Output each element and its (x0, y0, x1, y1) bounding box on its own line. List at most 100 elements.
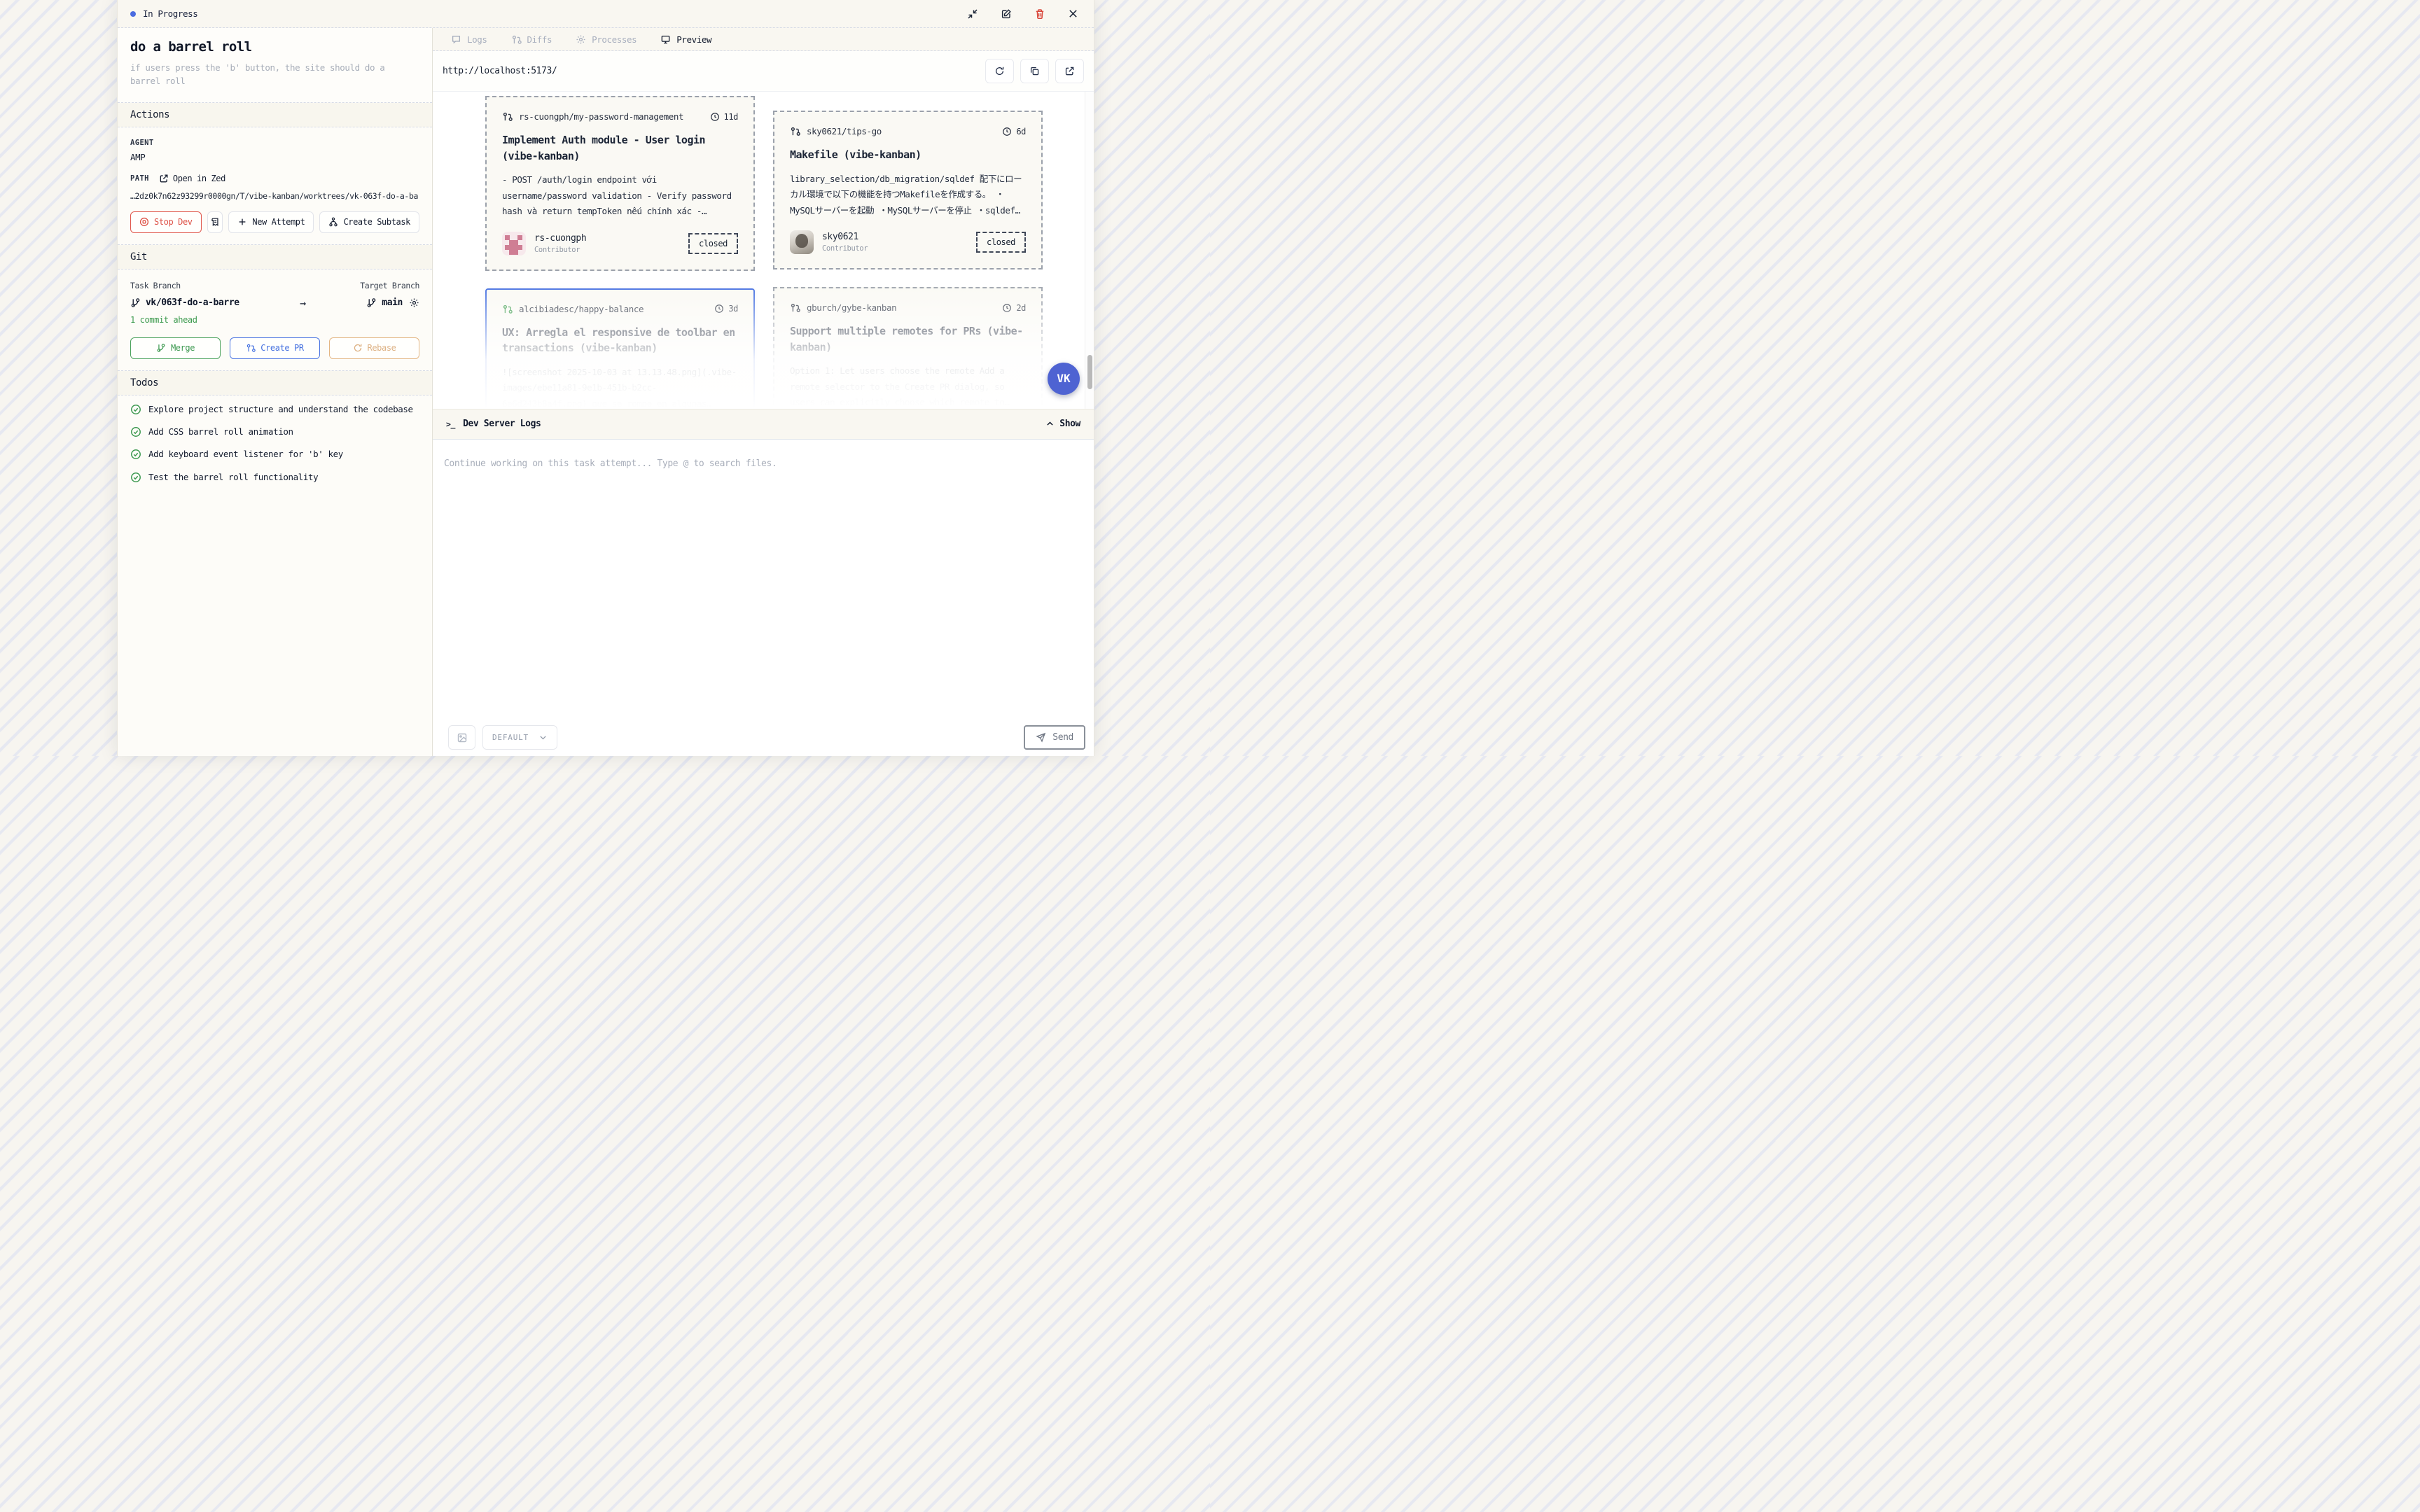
message-input[interactable] (433, 439, 1094, 501)
stop-dev-button[interactable]: Stop Dev (130, 211, 202, 233)
worktree-path: …2dz0k7n62z93299r0000gn/T/vibe-kanban/wo… (130, 190, 419, 201)
git-branch-icon (130, 298, 141, 308)
check-circle-icon (130, 404, 141, 415)
agent-value: AMP (130, 151, 146, 162)
minimize-button[interactable] (964, 6, 981, 22)
create-pr-label: Create PR (260, 343, 304, 354)
card-age: 3d (714, 304, 738, 314)
todo-item: Test the barrel roll functionality (130, 472, 419, 483)
todos-section-header: Todos (118, 370, 432, 396)
scrollbar-thumb[interactable] (1087, 355, 1092, 389)
delete-task-button[interactable] (1031, 6, 1048, 22)
task-title-section: do a barrel roll if users press the 'b' … (118, 28, 432, 103)
kanban-card[interactable]: sky0621/tips-go 6d Makefile (vibe-kanban… (773, 111, 1043, 270)
todo-list: Explore project structure and understand… (118, 395, 432, 756)
card-status-badge: closed (976, 232, 1026, 253)
send-label: Send (1052, 732, 1073, 743)
tab-processes-label: Processes (592, 34, 637, 45)
card-author-role: Contributor (534, 245, 580, 254)
gear-icon (409, 298, 419, 308)
tab-processes[interactable]: Processes (576, 34, 637, 45)
card-status-badge: closed (688, 232, 738, 254)
card-header: alcibiadesc/happy-balance 3d (502, 304, 738, 314)
path-label: PATH (130, 174, 149, 183)
tab-bar: Logs Diffs Processes (433, 28, 1094, 51)
todo-text: Add CSS barrel roll animation (148, 426, 293, 437)
pull-request-icon (790, 302, 800, 313)
card-title: Support multiple remotes for PRs (vibe-k… (790, 325, 1023, 354)
rebase-button[interactable]: Rebase (329, 337, 419, 359)
rebase-label: Rebase (367, 343, 396, 354)
card-age-value: 2d (1016, 302, 1026, 313)
monitor-icon (660, 34, 671, 45)
todo-text: Explore project structure and understand… (148, 403, 413, 414)
chevron-down-icon (538, 733, 548, 742)
card-age-value: 11d (723, 111, 739, 122)
create-subtask-button[interactable]: Create Subtask (319, 211, 419, 233)
git-section-header: Git (118, 244, 432, 270)
card-header: gburch/gybe-kanban 2d (790, 302, 1026, 313)
card-age-value: 6d (1016, 126, 1026, 136)
tab-diffs-label: Diffs (527, 34, 552, 45)
external-link-icon (1064, 66, 1075, 76)
chat-bubble-icon (451, 34, 461, 45)
kanban-card[interactable]: alcibiadesc/happy-balance 3d UX: Arregla… (485, 288, 755, 409)
tab-preview[interactable]: Preview (660, 34, 712, 45)
card-header: sky0621/tips-go 6d (790, 126, 1026, 136)
card-repo: alcibiadesc/happy-balance (519, 303, 644, 314)
check-circle-icon (130, 449, 141, 460)
actions-section-header: Actions (118, 102, 432, 127)
check-circle-icon (130, 426, 141, 438)
todo-item: Explore project structure and understand… (130, 404, 419, 415)
attach-image-button[interactable] (448, 725, 475, 750)
tab-logs[interactable]: Logs (451, 34, 487, 45)
clock-icon (714, 304, 724, 314)
preview-scrollbar[interactable] (1085, 92, 1094, 409)
card-repo: rs-cuongph/my-password-management (519, 111, 684, 122)
copy-url-button[interactable] (1020, 59, 1049, 83)
open-external-button[interactable] (1055, 59, 1084, 83)
tab-logs-label: Logs (467, 34, 487, 45)
kanban-card[interactable]: rs-cuongph/my-password-management 11d Im… (485, 96, 755, 271)
card-description: library_selection/db_migration/sqldef 配下… (790, 173, 1022, 216)
send-button[interactable]: Send (1024, 725, 1085, 750)
open-in-zed-label: Open in Zed (172, 173, 225, 183)
url-input[interactable]: http://localhost:5173/ (443, 66, 557, 76)
scroll-icon (210, 217, 220, 227)
create-pr-button[interactable]: Create PR (230, 337, 320, 359)
tab-diffs[interactable]: Diffs (511, 34, 552, 45)
target-branch-label: Target Branch (360, 280, 419, 290)
create-subtask-label: Create Subtask (343, 217, 410, 227)
card-description: - POST /auth/login endpoint với username… (502, 174, 732, 216)
vibe-kanban-logo[interactable]: VK (1048, 362, 1080, 395)
edit-task-button[interactable] (998, 6, 1015, 22)
card-title: Makefile (vibe-kanban) (790, 148, 922, 161)
show-logs-button[interactable]: Show (1045, 419, 1080, 429)
card-title: UX: Arregla el responsive de toolbar en … (502, 326, 735, 355)
target-branch: main (366, 298, 419, 308)
trash-icon (1034, 8, 1045, 20)
show-logs-label: Show (1059, 419, 1080, 429)
card-footer: rs-cuongph Contributor closed (502, 231, 738, 255)
merge-button[interactable]: Merge (130, 337, 221, 359)
kanban-board: rs-cuongph/my-password-management 11d Im… (485, 96, 1043, 409)
kanban-card[interactable]: gburch/gybe-kanban 2d Support multiple r… (773, 287, 1043, 409)
pull-request-icon (511, 34, 522, 45)
card-age: 6d (1002, 127, 1026, 136)
preview-viewport: rs-cuongph/my-password-management 11d Im… (433, 92, 1094, 409)
dev-logs-button[interactable] (207, 211, 223, 233)
dialog-header: In Progress (118, 0, 1094, 28)
branch-settings-button[interactable] (409, 298, 419, 308)
model-select[interactable]: DEFAULT (482, 725, 557, 750)
stop-dev-label: Stop Dev (154, 217, 193, 227)
pull-request-icon (246, 343, 256, 353)
close-button[interactable] (1065, 6, 1081, 22)
open-in-zed-link[interactable]: Open in Zed (159, 174, 225, 183)
new-attempt-button[interactable]: New Attempt (228, 211, 314, 233)
card-repo: gburch/gybe-kanban (807, 302, 897, 313)
card-repo: sky0621/tips-go (807, 126, 882, 136)
clock-icon (1002, 127, 1012, 136)
new-attempt-label: New Attempt (252, 217, 305, 227)
card-author: sky0621 (822, 232, 858, 242)
refresh-button[interactable] (985, 59, 1014, 83)
